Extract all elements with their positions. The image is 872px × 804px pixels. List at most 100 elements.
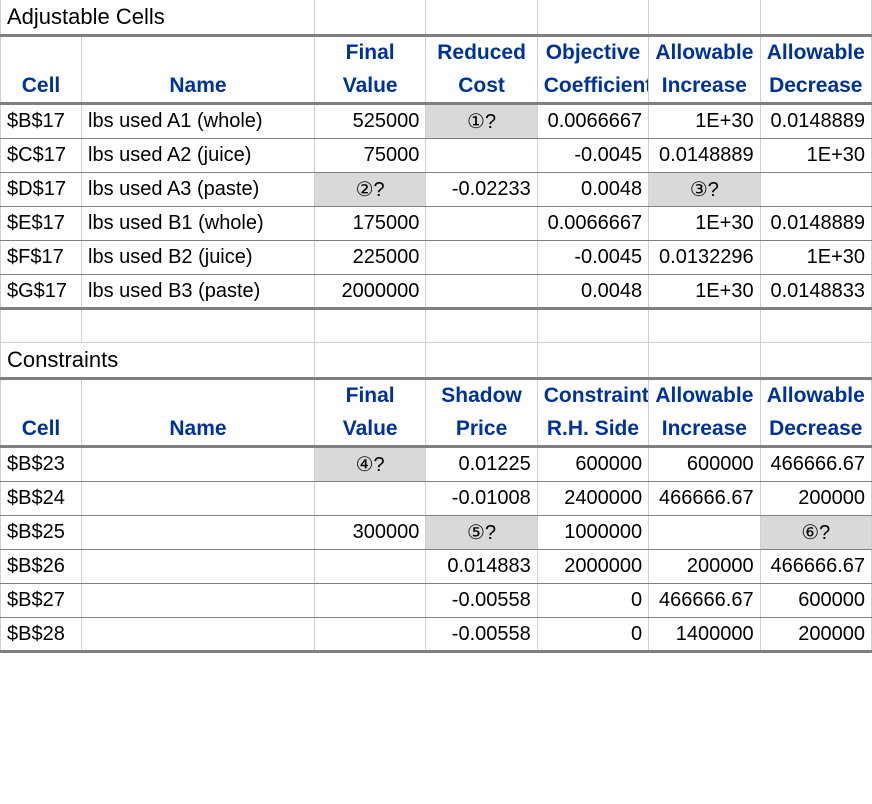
cell-name: lbs used A3 (paste) <box>82 173 315 207</box>
cell-ref: $B$24 <box>1 482 82 516</box>
col-header-top: Final <box>314 36 425 70</box>
table-row: $D$17lbs used A3 (paste)②?-0.022330.0048… <box>1 173 872 207</box>
rhs: 1000000 <box>537 516 648 550</box>
table-row: $B$23④?0.01225600000600000466666.67 <box>1 447 872 482</box>
cell-name: lbs used B2 (juice) <box>82 241 315 275</box>
objective-coefficient: 0.0048 <box>537 173 648 207</box>
sensitivity-report: Adjustable CellsFinalReducedObjective All… <box>0 0 872 653</box>
col-header: R.H. Side <box>537 413 648 447</box>
col-header: Value <box>314 413 425 447</box>
cell-ref: $B$17 <box>1 104 82 139</box>
shadow-price: 0.01225 <box>426 447 537 482</box>
table-row: $B$260.0148832000000200000466666.67 <box>1 550 872 584</box>
objective-coefficient: 0.0066667 <box>537 104 648 139</box>
table-row: $B$17lbs used A1 (whole)525000①?0.006666… <box>1 104 872 139</box>
allowable-increase: 1E+30 <box>649 207 760 241</box>
allowable-increase: 1400000 <box>649 618 760 652</box>
col-header: Decrease <box>760 70 871 104</box>
final-value: 175000 <box>314 207 425 241</box>
objective-coefficient: 0.0066667 <box>537 207 648 241</box>
allowable-increase: 466666.67 <box>649 482 760 516</box>
final-value: 75000 <box>314 139 425 173</box>
reduced-cost <box>426 241 537 275</box>
col-header-top <box>1 379 82 413</box>
allowable-increase: 200000 <box>649 550 760 584</box>
allowable-increase: 600000 <box>649 447 760 482</box>
col-header: Decrease <box>760 413 871 447</box>
allowable-decrease: 1E+30 <box>760 241 871 275</box>
cell-name <box>82 584 315 618</box>
cell-name: lbs used A1 (whole) <box>82 104 315 139</box>
section-title: Constraints <box>1 343 315 379</box>
reduced-cost <box>426 207 537 241</box>
table-row: $B$24 -0.010082400000466666.67200000 <box>1 482 872 516</box>
col-header-top: Reduced <box>426 36 537 70</box>
col-header-top <box>82 379 315 413</box>
col-header: Cell <box>1 413 82 447</box>
cell-name <box>82 550 315 584</box>
cell-ref: $B$26 <box>1 550 82 584</box>
col-header-top: Objective <box>537 36 648 70</box>
col-header: Price <box>426 413 537 447</box>
reduced-cost: -0.02233 <box>426 173 537 207</box>
allowable-increase: 1E+30 <box>649 275 760 309</box>
rhs: 2400000 <box>537 482 648 516</box>
final-value <box>314 618 425 652</box>
col-header: Cell <box>1 70 82 104</box>
cell-ref: $F$17 <box>1 241 82 275</box>
rhs: 0 <box>537 618 648 652</box>
cell-name <box>82 482 315 516</box>
allowable-increase: 0.0132296 <box>649 241 760 275</box>
cell-name: lbs used B3 (paste) <box>82 275 315 309</box>
col-header-top <box>82 36 315 70</box>
table-row: $G$17lbs used B3 (paste)20000000.00481E+… <box>1 275 872 309</box>
table-row: $B$25300000⑤?1000000⑥? <box>1 516 872 550</box>
allowable-decrease: 200000 <box>760 618 871 652</box>
final-value <box>314 550 425 584</box>
cell-name: lbs used A2 (juice) <box>82 139 315 173</box>
shadow-price: -0.00558 <box>426 618 537 652</box>
col-header-top: Allowable <box>760 36 871 70</box>
col-header: Name <box>82 70 315 104</box>
col-header: Cost <box>426 70 537 104</box>
shadow-price: ⑤? <box>426 516 537 550</box>
col-header-top: Shadow <box>426 379 537 413</box>
allowable-decrease: 200000 <box>760 482 871 516</box>
objective-coefficient: 0.0048 <box>537 275 648 309</box>
cell-name <box>82 618 315 652</box>
final-value <box>314 482 425 516</box>
allowable-decrease: 600000 <box>760 584 871 618</box>
allowable-decrease: 0.0148833 <box>760 275 871 309</box>
col-header-top: Allowable <box>649 379 760 413</box>
cell-ref: $D$17 <box>1 173 82 207</box>
final-value: 300000 <box>314 516 425 550</box>
final-value: ②? <box>314 173 425 207</box>
shadow-price: -0.01008 <box>426 482 537 516</box>
rhs: 2000000 <box>537 550 648 584</box>
table-row: $B$28-0.0055801400000200000 <box>1 618 872 652</box>
cell-ref: $B$23 <box>1 447 82 482</box>
col-header-top: Allowable <box>760 379 871 413</box>
col-header: Increase <box>649 413 760 447</box>
shadow-price: -0.00558 <box>426 584 537 618</box>
reduced-cost <box>426 139 537 173</box>
cell-ref: $B$25 <box>1 516 82 550</box>
cell-ref: $G$17 <box>1 275 82 309</box>
shadow-price: 0.014883 <box>426 550 537 584</box>
allowable-decrease: 0.0148889 <box>760 207 871 241</box>
cell-name <box>82 447 315 482</box>
allowable-decrease: 1E+30 <box>760 139 871 173</box>
table-row: $B$27-0.005580466666.67600000 <box>1 584 872 618</box>
rhs: 0 <box>537 584 648 618</box>
allowable-increase: 466666.67 <box>649 584 760 618</box>
allowable-decrease: 466666.67 <box>760 447 871 482</box>
col-header-top: Constraint <box>537 379 648 413</box>
objective-coefficient: -0.0045 <box>537 139 648 173</box>
table-row: $C$17lbs used A2 (juice)75000-0.00450.01… <box>1 139 872 173</box>
allowable-decrease <box>760 173 871 207</box>
rhs: 600000 <box>537 447 648 482</box>
allowable-increase: ③? <box>649 173 760 207</box>
section-title: Adjustable Cells <box>1 0 315 36</box>
reduced-cost <box>426 275 537 309</box>
allowable-increase: 0.0148889 <box>649 139 760 173</box>
